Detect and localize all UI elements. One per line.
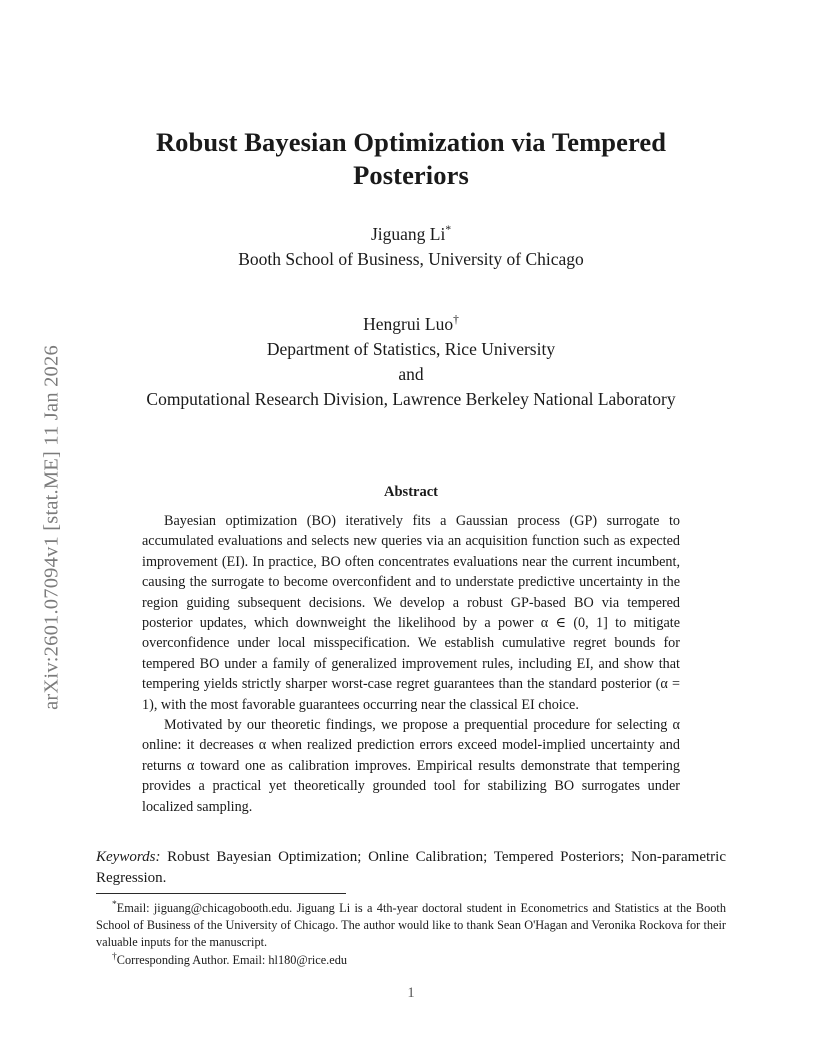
keywords-label: Keywords: xyxy=(96,849,161,866)
page-number: 1 xyxy=(407,985,415,1001)
page-title: Robust Bayesian Optimization via Tempere… xyxy=(155,127,667,190)
arxiv-identifier-stamp: arXiv:2601.07094v1 [stat.ME] 11 Jan 2026 xyxy=(40,345,63,710)
author-block-group: Jiguang Li* Booth School of Business, Un… xyxy=(96,222,726,412)
footnote-2: †Corresponding Author. Email: hl180@rice… xyxy=(96,952,726,969)
footnote-2-text: Corresponding Author. Email: hl180@rice.… xyxy=(116,952,347,967)
footnote-1: *Email: jiguang@chicagobooth.edu. Jiguan… xyxy=(96,900,726,952)
abstract-paragraph-1: Bayesian optimization (BO) iteratively f… xyxy=(142,513,680,713)
keywords-line: Keywords: Robust Bayesian Optimization; … xyxy=(96,847,726,889)
author-name-1: Jiguang Li* xyxy=(96,222,726,247)
footnote-separator-rule xyxy=(96,893,346,894)
author-affiliation-1-1: Booth School of Business, University of … xyxy=(238,249,584,269)
footnote-1-text: Email: jiguang@chicagobooth.edu. Jiguang… xyxy=(96,901,726,950)
author-affiliation-2-2: Computational Research Division, Lawrenc… xyxy=(146,389,676,409)
author-footnote-marker-1: * xyxy=(445,224,452,237)
author-footnote-marker-2: † xyxy=(453,314,459,327)
author-name-2: Hengrui Luo† xyxy=(96,312,726,337)
paper-page: Robust Bayesian Optimization via Tempere… xyxy=(96,0,726,1056)
abstract-heading: Abstract xyxy=(384,484,438,500)
footnote-marker-1: * xyxy=(112,899,117,910)
abstract-paragraph-2: Motivated by our theoretic findings, we … xyxy=(142,717,680,815)
author-affiliation-2-1: Department of Statistics, Rice Universit… xyxy=(266,339,556,359)
keywords-text: Robust Bayesian Optimization; Online Cal… xyxy=(96,849,726,887)
author-block-1: Jiguang Li* Booth School of Business, Un… xyxy=(96,222,726,272)
author-block-2: Hengrui Luo† Department of Statistics, R… xyxy=(96,312,726,412)
author-name-1-text: Jiguang Li xyxy=(370,224,446,244)
footnotes-section: *Email: jiguang@chicagobooth.edu. Jiguan… xyxy=(96,893,726,969)
footnote-marker-2: † xyxy=(112,951,117,962)
author-name-2-text: Hengrui Luo xyxy=(363,314,454,334)
author-affiliation-2-conjunction: and xyxy=(398,364,424,384)
abstract-section: Abstract Bayesian optimization (BO) iter… xyxy=(142,412,680,817)
